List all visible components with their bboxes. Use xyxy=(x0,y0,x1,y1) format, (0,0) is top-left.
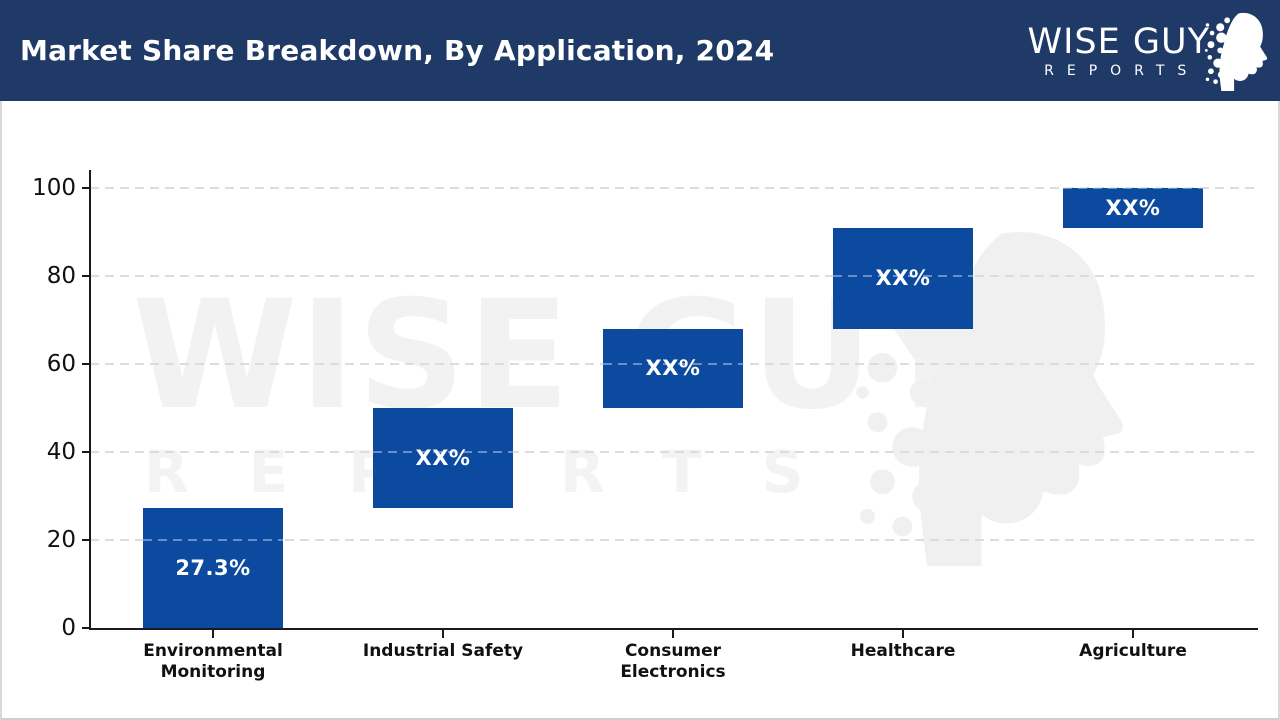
y-axis-tick-mark xyxy=(82,275,90,277)
gridline-overlay-20 xyxy=(143,539,283,541)
gridline-overlay-100 xyxy=(1063,187,1203,189)
y-axis-tick-mark xyxy=(82,363,90,365)
plot-area: 0 20 40 60 80 100 27.3% Environmental Monitoring… xyxy=(2,101,1278,718)
y-axis-tick-label: 80 xyxy=(46,263,76,289)
header: Market Share Breakdown, By Application, … xyxy=(0,0,1280,101)
head-icon xyxy=(1204,12,1268,91)
page-title: Market Share Breakdown, By Application, … xyxy=(20,34,775,67)
y-axis-tick-mark xyxy=(82,539,90,541)
bar-value-label: 27.3% xyxy=(175,555,251,580)
category-label: Consumer Electronics xyxy=(620,641,726,682)
y-axis-tick-mark xyxy=(82,451,90,453)
category-label: Healthcare xyxy=(850,641,956,661)
x-axis-tick-mark xyxy=(1132,630,1134,638)
bar-value-label: XX% xyxy=(875,266,931,291)
brand-reports-label: REPORTS xyxy=(1044,62,1200,79)
y-axis-tick-mark xyxy=(82,187,90,189)
bar-value-label: XX% xyxy=(415,445,471,470)
bar-2: XX% xyxy=(373,408,513,508)
y-axis-tick-mark xyxy=(82,627,90,629)
gridline-40 xyxy=(90,451,1258,453)
y-axis-tick-label: 20 xyxy=(46,527,76,553)
bar-1: 27.3% xyxy=(143,507,283,628)
x-axis-tick-mark xyxy=(442,630,444,638)
y-axis-tick-label: 0 xyxy=(61,615,76,641)
category-label: Environmental Monitoring xyxy=(143,641,283,682)
x-axis-line xyxy=(89,628,1258,630)
bar-4: XX% xyxy=(833,227,973,329)
x-axis-tick-mark xyxy=(672,630,674,638)
bar-3: XX% xyxy=(603,328,743,408)
gridline-overlay-60 xyxy=(603,363,743,365)
x-axis-tick-mark xyxy=(902,630,904,638)
gridline-20 xyxy=(90,539,1258,541)
brand-logo: WISE GUY REPORTS xyxy=(1027,9,1270,93)
category-label: Agriculture xyxy=(1079,641,1187,661)
bar-value-label: XX% xyxy=(1105,195,1161,220)
category-label: Industrial Safety xyxy=(362,641,524,661)
gridline-overlay-40 xyxy=(373,451,513,453)
chart-area: WISE GUY REPORTS 02040608010027.3%Enviro… xyxy=(0,101,1280,720)
x-axis-tick-mark xyxy=(212,630,214,638)
bar-value-label: XX% xyxy=(645,356,701,381)
y-axis-tick-label: 60 xyxy=(46,351,76,377)
bar-5: XX% xyxy=(1063,188,1203,228)
gridline-100 xyxy=(90,187,1258,189)
brand-wordmark: WISE GUY REPORTS xyxy=(1027,22,1210,80)
gridline-overlay-80 xyxy=(833,275,973,277)
brand-name-label: WISE GUY xyxy=(1027,21,1210,62)
gridline-80 xyxy=(90,275,1258,277)
y-axis-line xyxy=(89,170,91,630)
y-axis-tick-label: 40 xyxy=(46,439,76,465)
y-axis-tick-label: 100 xyxy=(32,175,76,201)
